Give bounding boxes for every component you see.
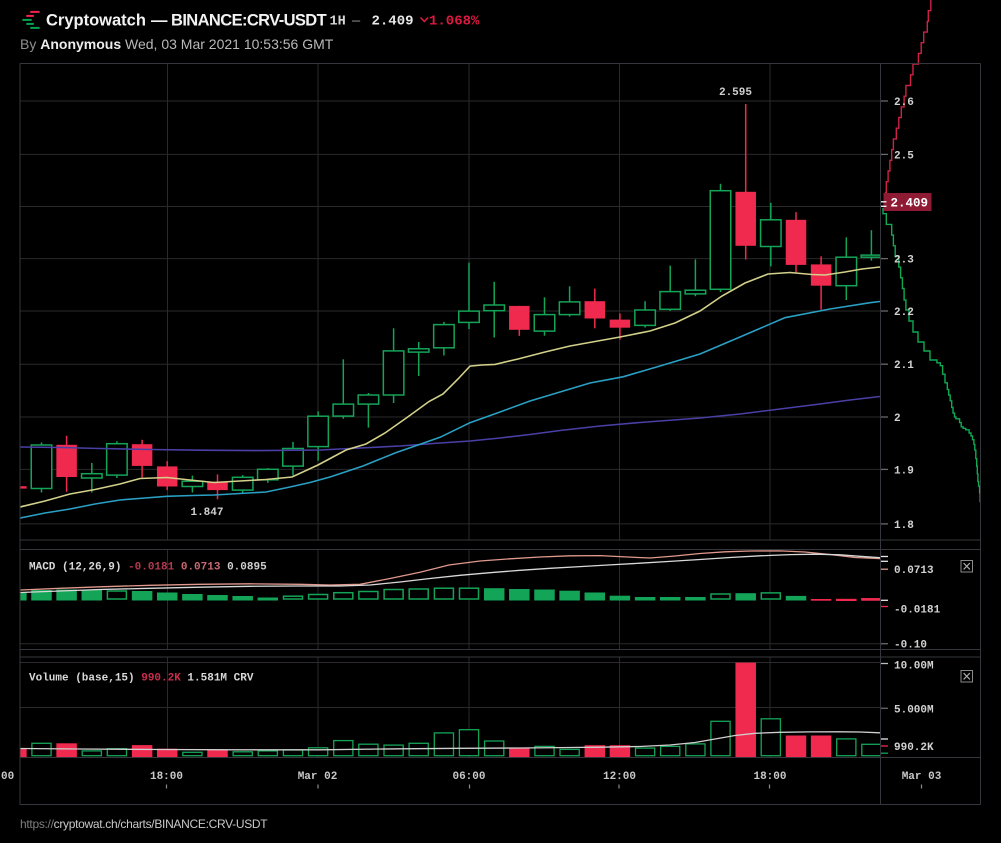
svg-text:06:00: 06:00 (452, 771, 485, 783)
svg-text:https://cryptowat.ch/charts/BI: https://cryptowat.ch/charts/BINANCE:CRV-… (20, 817, 268, 831)
svg-text:—: — (351, 15, 361, 30)
svg-text:1.847: 1.847 (190, 507, 223, 519)
svg-text:Volume (base,15) 990.2K 1.581M: Volume (base,15) 990.2K 1.581M CRV (29, 672, 254, 684)
svg-text:0.0713: 0.0713 (894, 565, 934, 577)
svg-text:2.2: 2.2 (894, 307, 914, 319)
svg-text:Mar 02: Mar 02 (298, 771, 338, 783)
svg-text:1H: 1H (330, 15, 346, 30)
svg-text:1.9: 1.9 (894, 465, 914, 477)
svg-text:By Anonymous Wed, 03 Mar 2021: By Anonymous Wed, 03 Mar 2021 10:53:56 G… (20, 36, 334, 52)
svg-text:Cryptowatch: Cryptowatch (46, 12, 146, 30)
svg-text:BINANCE:CRV-USDT: BINANCE:CRV-USDT (171, 12, 327, 30)
svg-text:12:00: 12:00 (603, 771, 636, 783)
svg-text:2.409: 2.409 (891, 196, 929, 210)
svg-text:10.00M: 10.00M (894, 660, 934, 672)
svg-text:1.068%: 1.068% (429, 14, 480, 30)
svg-text:2.3: 2.3 (894, 255, 914, 267)
svg-text:2.5: 2.5 (894, 150, 914, 162)
svg-text:2.6: 2.6 (894, 97, 914, 109)
svg-text:18:00: 18:00 (150, 771, 183, 783)
svg-text:Mar 03: Mar 03 (902, 771, 942, 783)
svg-text:-0.0181: -0.0181 (894, 604, 941, 616)
svg-text:MACD (12,26,9) -0.0181 0.0713: MACD (12,26,9) -0.0181 0.0713 0.0895 (29, 562, 267, 574)
svg-text:00: 00 (1, 771, 14, 783)
svg-text:990.2K: 990.2K (894, 742, 934, 754)
svg-text:2.595: 2.595 (719, 87, 752, 99)
svg-text:5.000M: 5.000M (894, 704, 934, 716)
svg-text:1.8: 1.8 (894, 520, 914, 532)
svg-text:18:00: 18:00 (753, 771, 786, 783)
svg-text:-0.10: -0.10 (894, 640, 927, 652)
svg-text:2: 2 (894, 413, 901, 425)
svg-text:2.409: 2.409 (372, 14, 414, 30)
svg-text:2.1: 2.1 (894, 360, 914, 372)
svg-text:—: — (151, 12, 168, 30)
